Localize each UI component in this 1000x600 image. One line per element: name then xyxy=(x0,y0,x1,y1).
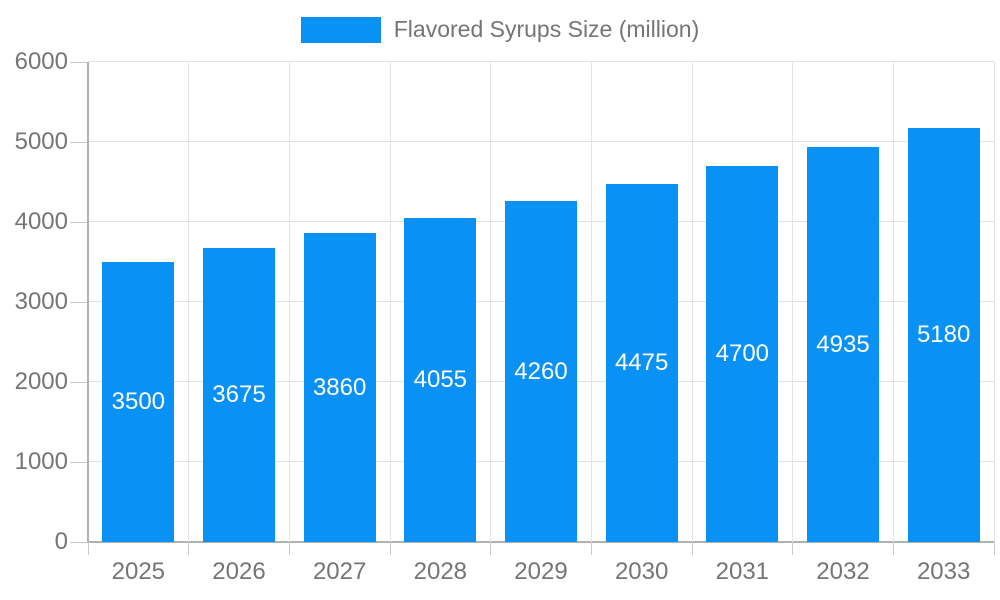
bar-value-label: 4055 xyxy=(413,365,468,393)
chart-legend[interactable]: Flavored Syrups Size (million) xyxy=(0,16,1000,43)
x-axis-label: 2030 xyxy=(614,558,669,585)
v-gridline xyxy=(389,62,391,542)
x-tick-mark xyxy=(993,542,995,555)
x-axis-label: 2025 xyxy=(111,558,166,585)
x-tick-mark xyxy=(490,542,492,555)
y-axis-label: 1000 xyxy=(14,448,68,475)
y-axis-label: 3000 xyxy=(14,288,68,315)
v-gridline xyxy=(691,62,693,542)
bar-2031[interactable]: 4700 xyxy=(706,166,779,542)
v-gridline xyxy=(288,62,290,542)
h-gridline xyxy=(88,541,994,543)
x-axis-label: 2026 xyxy=(212,558,266,585)
y-axis-label: 5000 xyxy=(14,128,68,155)
y-tick-mark xyxy=(70,141,88,143)
bar-value-label: 4935 xyxy=(816,330,870,358)
y-axis-label: 6000 xyxy=(14,48,68,75)
v-gridline xyxy=(87,62,89,542)
h-gridline xyxy=(88,141,994,142)
bar-2025[interactable]: 3500 xyxy=(102,262,175,542)
y-axis-label: 4000 xyxy=(14,208,68,235)
x-axis-label: 2033 xyxy=(916,558,971,585)
x-axis-label: 2028 xyxy=(413,558,468,585)
bar-2030[interactable]: 4475 xyxy=(605,184,678,542)
bar-value-label: 4260 xyxy=(514,357,568,385)
v-gridline xyxy=(993,62,995,542)
x-tick-mark xyxy=(288,542,290,555)
x-axis-label: 2027 xyxy=(312,558,367,585)
bar-value-label: 3675 xyxy=(212,381,266,408)
bar-2029[interactable]: 4260 xyxy=(505,201,577,542)
x-tick-mark xyxy=(792,542,794,555)
bar-2033[interactable]: 5180 xyxy=(907,127,980,542)
x-tick-mark xyxy=(892,542,894,555)
bar-2032[interactable]: 4935 xyxy=(807,147,879,542)
v-gridline xyxy=(590,62,592,542)
x-tick-mark xyxy=(87,542,89,555)
legend-label: Flavored Syrups Size (million) xyxy=(393,16,700,42)
bar-value-label: 3500 xyxy=(111,388,166,415)
x-tick-mark xyxy=(389,542,391,555)
bar-2028[interactable]: 4055 xyxy=(404,217,477,542)
bar-2027[interactable]: 3860 xyxy=(303,233,376,542)
bar-2026[interactable]: 3675 xyxy=(203,248,275,542)
v-gridline xyxy=(490,62,492,542)
y-axis-label: 0 xyxy=(54,528,68,555)
bar-value-label: 4475 xyxy=(614,349,669,376)
v-gridline xyxy=(892,62,894,542)
y-tick-mark xyxy=(70,381,88,383)
x-tick-mark xyxy=(691,542,693,555)
y-tick-mark xyxy=(70,61,88,63)
y-tick-mark xyxy=(70,541,88,543)
bar-value-label: 3860 xyxy=(312,373,367,401)
x-tick-mark xyxy=(188,542,190,555)
bar-value-label: 5180 xyxy=(916,320,971,348)
v-gridline xyxy=(792,62,794,542)
legend-swatch-icon xyxy=(300,16,381,43)
h-gridline xyxy=(88,61,994,62)
y-tick-mark xyxy=(70,301,88,303)
x-axis-label: 2031 xyxy=(715,558,770,585)
x-axis-label: 2029 xyxy=(514,558,568,585)
y-tick-mark xyxy=(70,221,88,223)
v-gridline xyxy=(188,62,190,542)
y-axis-label: 2000 xyxy=(14,368,68,395)
x-axis-label: 2032 xyxy=(816,558,870,585)
plot-area: 0 1000 2000 3000 4000 5000 6000 3500 2025 3675 202… xyxy=(15,48,995,585)
x-tick-mark xyxy=(590,542,592,555)
y-tick-mark xyxy=(70,461,88,463)
bar-value-label: 4700 xyxy=(715,340,770,367)
